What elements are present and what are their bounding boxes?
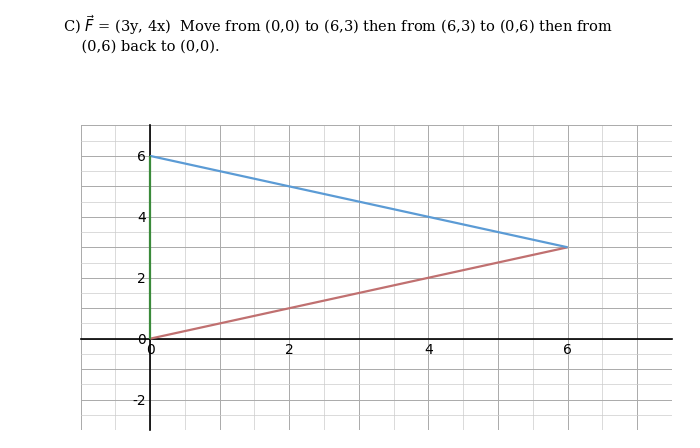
- Text: C) $\vec{F}$ = (3y, 4x)  Move from (0,0) to (6,3) then from (6,3) to (0,6) then : C) $\vec{F}$ = (3y, 4x) Move from (0,0) …: [63, 13, 613, 53]
